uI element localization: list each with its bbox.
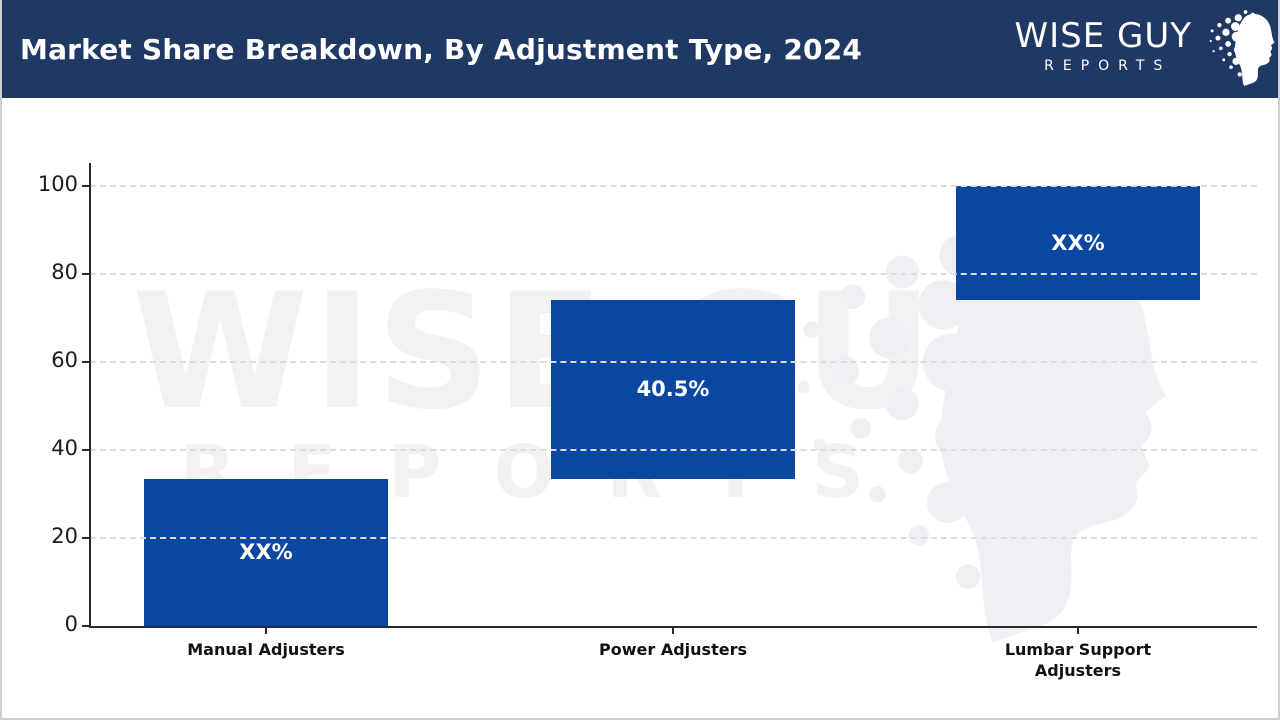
y-axis-tick-label: 60 xyxy=(51,348,78,372)
y-axis-tick-label: 20 xyxy=(51,524,78,548)
y-gridline xyxy=(90,449,1257,451)
x-axis-category-label: Lumbar Support Adjusters xyxy=(1004,640,1152,680)
y-axis-tick-mark xyxy=(82,273,89,275)
y-axis-tick-label: 40 xyxy=(51,436,78,460)
y-axis-tick-mark xyxy=(82,185,89,187)
y-axis-tick-mark xyxy=(82,625,89,627)
y-gridline xyxy=(90,185,1257,187)
y-axis-tick-mark xyxy=(82,361,89,363)
y-axis-tick-mark xyxy=(82,537,89,539)
x-axis-category-label: Power Adjusters xyxy=(599,640,747,659)
x-axis-tick-mark xyxy=(265,627,267,634)
y-gridline xyxy=(90,361,1257,363)
wise-guy-logo: WISE GUY REPORTS xyxy=(1014,16,1192,74)
logo-head-icon xyxy=(1209,10,1275,87)
bar-value-label: XX% xyxy=(1051,231,1105,256)
x-axis-category-label: Manual Adjusters xyxy=(187,640,345,659)
bar-value-label: 40.5% xyxy=(636,377,710,402)
bar-value-label: XX% xyxy=(239,540,293,565)
bar-segment: XX% xyxy=(144,478,388,626)
y-axis-tick-label: 0 xyxy=(64,612,78,636)
y-gridline xyxy=(90,537,1257,539)
y-gridline xyxy=(90,273,1257,275)
y-axis-line xyxy=(89,163,91,628)
x-axis-tick-mark xyxy=(672,627,674,634)
y-axis-tick-label: 80 xyxy=(51,260,78,284)
y-axis-tick-mark xyxy=(82,449,89,451)
bar-segment: 40.5% xyxy=(551,300,795,479)
x-axis-tick-mark xyxy=(1077,627,1079,634)
y-axis-tick-label: 100 xyxy=(37,172,78,196)
logo-subtitle: REPORTS xyxy=(1044,58,1172,74)
header-banner: Market Share Breakdown, By Adjustment Ty… xyxy=(2,0,1278,98)
page-title: Market Share Breakdown, By Adjustment Ty… xyxy=(20,33,863,66)
bar-segment: XX% xyxy=(956,186,1200,301)
logo-wordmark: WISE GUY xyxy=(1014,16,1192,56)
